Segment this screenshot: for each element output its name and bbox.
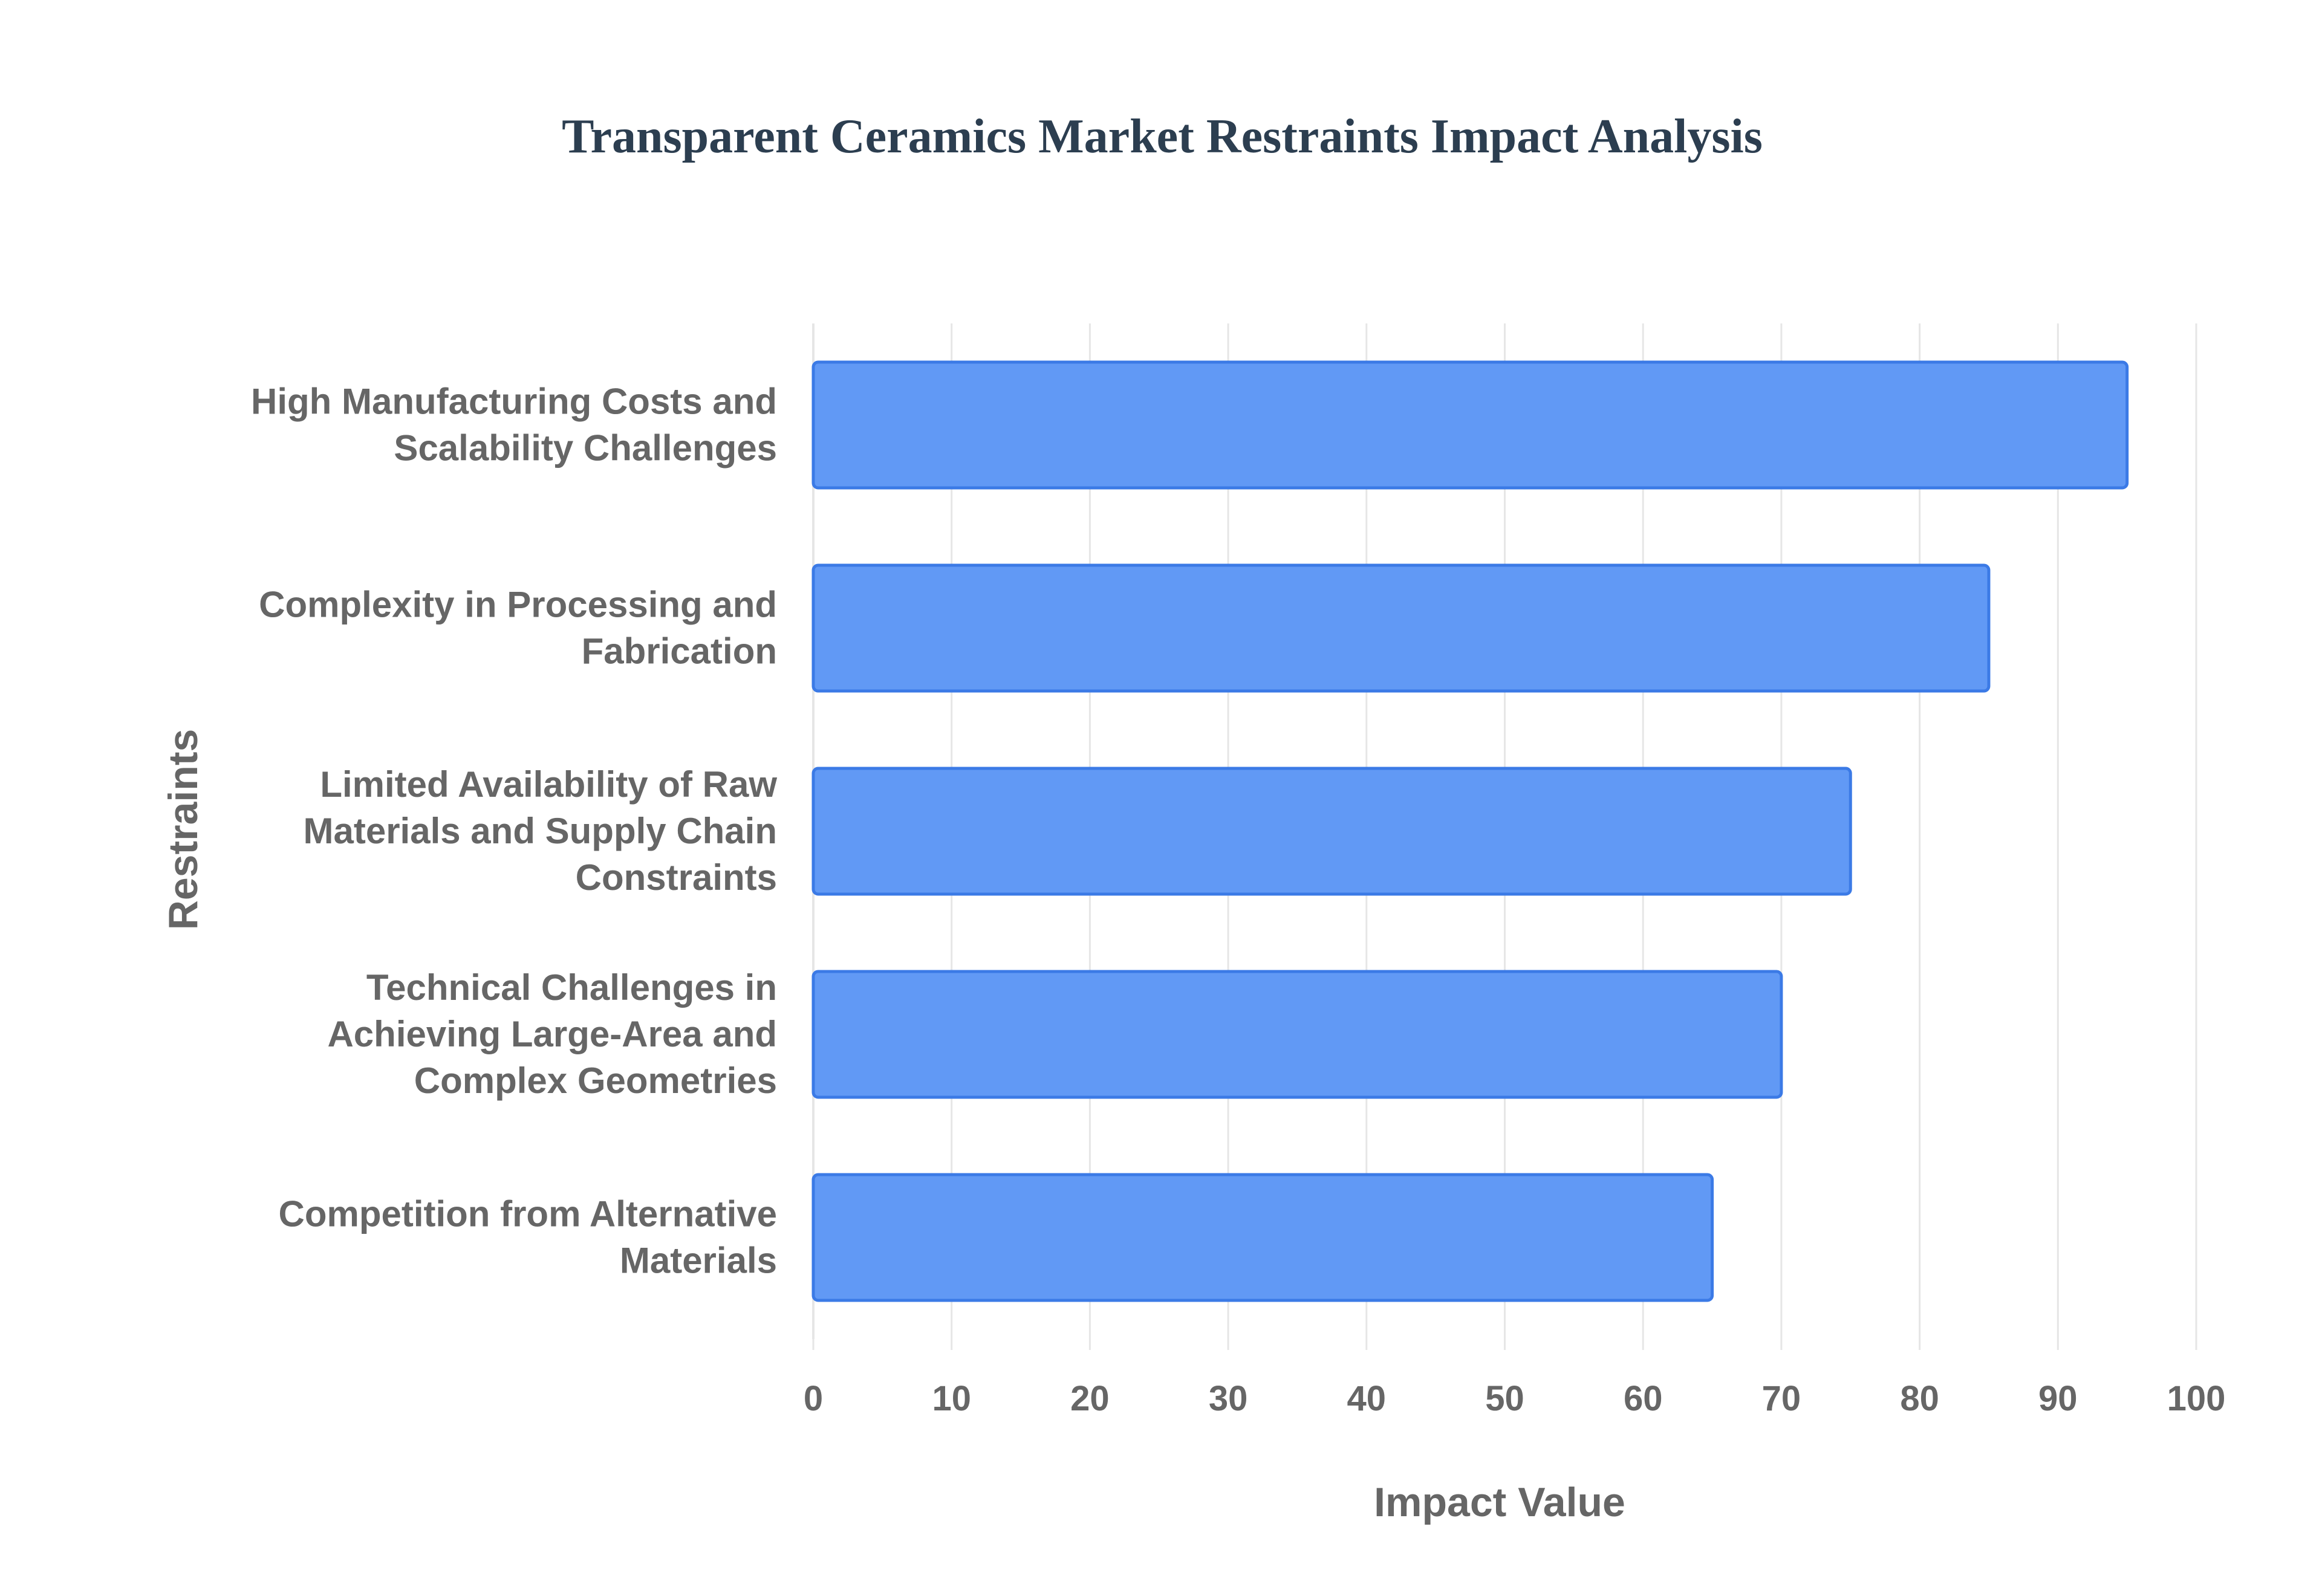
- y-axis-categories: High Manufacturing Costs and Scalability …: [251, 381, 777, 1281]
- bars: [811, 360, 2129, 1302]
- y-category-label-line: High Manufacturing Costs and: [251, 381, 777, 422]
- bar: [811, 1173, 1714, 1302]
- x-tick-label: 10: [932, 1379, 971, 1418]
- bar: [811, 970, 1783, 1099]
- chart-title: Transparent Ceramics Market Restraints I…: [562, 110, 1763, 163]
- y-category-label-line: Technical Challenges in: [366, 967, 777, 1008]
- y-category-label-line: Constraints: [576, 857, 777, 898]
- y-category-label-line: Complexity in Processing and: [259, 585, 777, 625]
- x-tick-label: 30: [1209, 1379, 1248, 1418]
- x-tick-label: 60: [1624, 1379, 1663, 1418]
- y-category-label-line: Fabrication: [582, 631, 777, 672]
- bar: [811, 360, 2129, 490]
- y-category-label-line: Competition from Alternative: [278, 1194, 777, 1234]
- x-axis-title: Impact Value: [1374, 1479, 1625, 1525]
- y-category-label: Competition from Alternative Materials: [278, 1194, 777, 1281]
- y-category-label: Technical Challenges in Achieving Large-A…: [327, 967, 777, 1101]
- y-category-label: High Manufacturing Costs and Scalability …: [251, 381, 777, 469]
- y-category-label-line: Complex Geometries: [414, 1060, 777, 1101]
- bar: [811, 767, 1852, 896]
- y-category-label: Complexity in Processing and Fabrication: [259, 585, 777, 672]
- x-tick-label: 50: [1485, 1379, 1524, 1418]
- y-category-label-line: Scalability Challenges: [394, 428, 777, 469]
- y-category-label-line: Materials and Supply Chain: [304, 811, 778, 851]
- y-axis-title: Restraints: [160, 729, 206, 930]
- x-tick-label: 80: [1900, 1379, 1939, 1418]
- bar: [811, 563, 1991, 693]
- x-tick-label: 70: [1762, 1379, 1801, 1418]
- y-category-label-line: Materials: [620, 1241, 777, 1281]
- x-tick-label: 20: [1070, 1379, 1110, 1418]
- x-tick-label: 90: [2038, 1379, 2078, 1418]
- x-tick-label: 40: [1347, 1379, 1387, 1418]
- x-tick-label: 100: [2167, 1379, 2226, 1418]
- y-category-label-line: Achieving Large-Area and: [327, 1014, 777, 1054]
- x-axis-ticks: 0 10 20 30 40 50 60 70 80 90 100: [804, 1379, 2226, 1418]
- y-category-label-line: Limited Availability of Raw: [320, 764, 777, 805]
- y-category-label: Limited Availability of Raw Materials and…: [304, 764, 778, 898]
- x-tick-label: 0: [804, 1379, 823, 1418]
